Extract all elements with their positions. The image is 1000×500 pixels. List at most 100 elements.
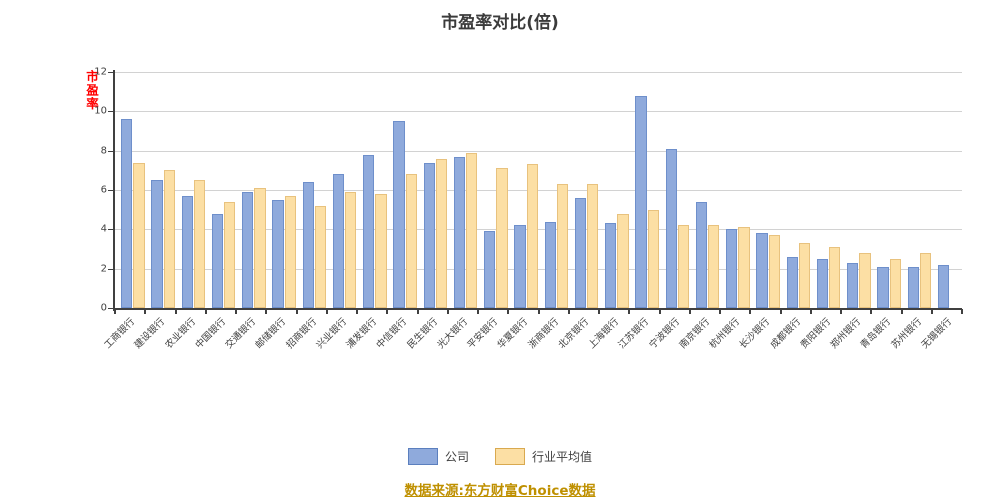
y-axis-tick-label: 10 bbox=[94, 105, 107, 117]
legend-label-industry-average: 行业平均值 bbox=[532, 450, 593, 464]
y-axis-tick bbox=[108, 111, 113, 113]
bar-company bbox=[332, 174, 345, 308]
legend-swatch-company bbox=[407, 448, 438, 465]
bar-company bbox=[695, 201, 708, 308]
x-axis-tick bbox=[204, 309, 207, 314]
x-axis-tick bbox=[658, 309, 661, 314]
bar-company bbox=[937, 264, 950, 308]
bar-industry-average bbox=[859, 252, 871, 308]
x-axis-tick bbox=[295, 309, 298, 314]
bar-industry-average bbox=[829, 247, 841, 308]
x-axis-tick bbox=[870, 309, 873, 314]
bar-company bbox=[484, 231, 496, 308]
bar-industry-average bbox=[889, 258, 901, 308]
bar-company bbox=[302, 182, 314, 308]
x-axis-tick bbox=[688, 309, 691, 314]
bar-industry-average bbox=[496, 168, 508, 308]
x-axis-tick bbox=[719, 309, 721, 314]
bar-industry-average bbox=[738, 227, 750, 308]
bar-company bbox=[423, 162, 435, 308]
y-axis-line bbox=[113, 70, 115, 311]
bar-company bbox=[151, 180, 163, 308]
legend-item-company: 公司 bbox=[407, 448, 469, 465]
bar-industry-average bbox=[193, 180, 206, 308]
x-axis-tick bbox=[477, 309, 479, 314]
bar-industry-average bbox=[708, 225, 720, 308]
x-axis-tick bbox=[900, 309, 903, 314]
bar-company bbox=[847, 262, 859, 308]
x-axis-tick bbox=[779, 309, 782, 314]
y-axis-tick-label: 0 bbox=[100, 302, 107, 314]
bar-company bbox=[121, 119, 133, 308]
y-axis-tick bbox=[108, 150, 113, 152]
y-axis-tick bbox=[108, 190, 113, 191]
gridline bbox=[115, 150, 962, 152]
bar-company bbox=[544, 221, 556, 308]
bar-company bbox=[211, 213, 224, 308]
y-axis-tick bbox=[108, 72, 113, 73]
chart-title: 市盈率对比(倍) bbox=[441, 13, 559, 33]
bar-company bbox=[907, 266, 919, 308]
x-axis-tick bbox=[325, 309, 328, 314]
bar-industry-average bbox=[798, 243, 811, 308]
bar-industry-average bbox=[556, 184, 569, 308]
x-axis-tick bbox=[598, 309, 600, 314]
bar-company bbox=[877, 266, 889, 308]
gridline bbox=[115, 72, 962, 73]
x-axis-tick bbox=[235, 309, 237, 314]
gridline bbox=[115, 190, 962, 191]
x-axis-tick bbox=[386, 309, 389, 314]
bar-industry-average bbox=[254, 188, 266, 308]
x-axis-tick bbox=[416, 309, 419, 314]
bar-industry-average bbox=[345, 192, 357, 308]
y-axis-tick-label: 4 bbox=[100, 223, 107, 235]
bar-industry-average bbox=[677, 225, 690, 308]
x-axis-tick bbox=[840, 309, 842, 314]
x-axis-tick bbox=[174, 309, 177, 314]
legend-swatch-industry-average bbox=[495, 448, 525, 465]
footnote: 数据来源:东方财富Choice数据 bbox=[0, 479, 1000, 499]
x-axis-tick bbox=[961, 309, 963, 314]
bar-company bbox=[242, 192, 254, 308]
bar-company bbox=[665, 148, 677, 308]
x-axis-tick bbox=[537, 309, 540, 314]
x-axis-tick bbox=[265, 309, 268, 314]
bar-industry-average bbox=[617, 213, 629, 308]
gridline bbox=[115, 111, 962, 113]
legend-label-company: 公司 bbox=[444, 450, 469, 464]
bar-industry-average bbox=[647, 209, 659, 308]
legend: 公司 行业平均值 bbox=[0, 448, 1000, 465]
bar-industry-average bbox=[919, 252, 932, 308]
y-axis-tick bbox=[108, 229, 113, 231]
bar-industry-average bbox=[224, 201, 236, 308]
bar-industry-average bbox=[375, 193, 387, 308]
x-axis-line bbox=[113, 308, 962, 310]
x-axis-tick bbox=[446, 309, 449, 314]
y-axis-tick bbox=[108, 308, 113, 309]
bar-company bbox=[272, 199, 284, 308]
gridline bbox=[115, 229, 962, 231]
y-axis-title: 市盈率 bbox=[84, 70, 99, 111]
bar-company bbox=[786, 256, 798, 308]
gridline bbox=[115, 268, 962, 270]
data-source-link[interactable]: 数据来源:东方财富Choice数据 bbox=[404, 483, 596, 499]
bar-company bbox=[393, 121, 405, 308]
x-axis-tick bbox=[114, 309, 116, 314]
bar-company bbox=[514, 225, 526, 308]
bar-company bbox=[605, 223, 617, 308]
bar-company bbox=[756, 233, 768, 308]
bar-company bbox=[453, 156, 466, 308]
x-axis-tick bbox=[749, 309, 752, 314]
bar-company bbox=[574, 197, 587, 308]
bar-industry-average bbox=[466, 152, 478, 308]
y-axis-tick bbox=[108, 268, 113, 270]
bar-industry-average bbox=[284, 195, 296, 308]
x-axis-tick bbox=[507, 309, 510, 314]
y-axis-tick-label: 12 bbox=[94, 66, 107, 78]
bar-company bbox=[726, 229, 738, 308]
bar-industry-average bbox=[526, 164, 538, 308]
x-axis-tick bbox=[567, 309, 570, 314]
bar-company bbox=[363, 154, 375, 308]
bar-company bbox=[635, 95, 647, 308]
y-axis-tick-label: 6 bbox=[100, 184, 107, 196]
